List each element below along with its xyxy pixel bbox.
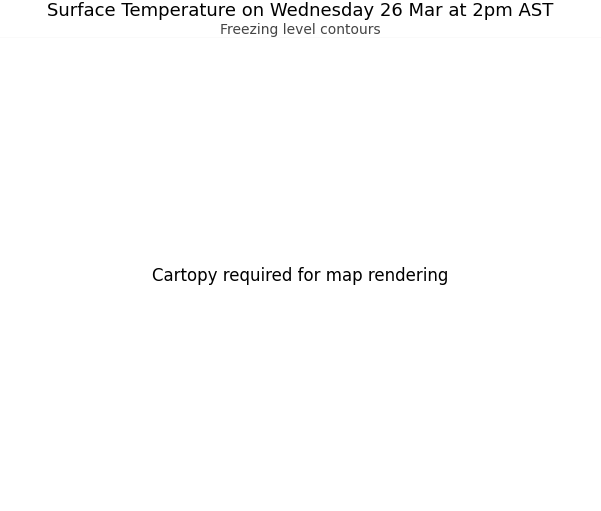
Text: Freezing level contours: Freezing level contours xyxy=(220,23,381,37)
Text: Surface Temperature on Wednesday 26 Mar at 2pm AST: Surface Temperature on Wednesday 26 Mar … xyxy=(47,2,554,20)
Text: Cartopy required for map rendering: Cartopy required for map rendering xyxy=(152,267,449,285)
